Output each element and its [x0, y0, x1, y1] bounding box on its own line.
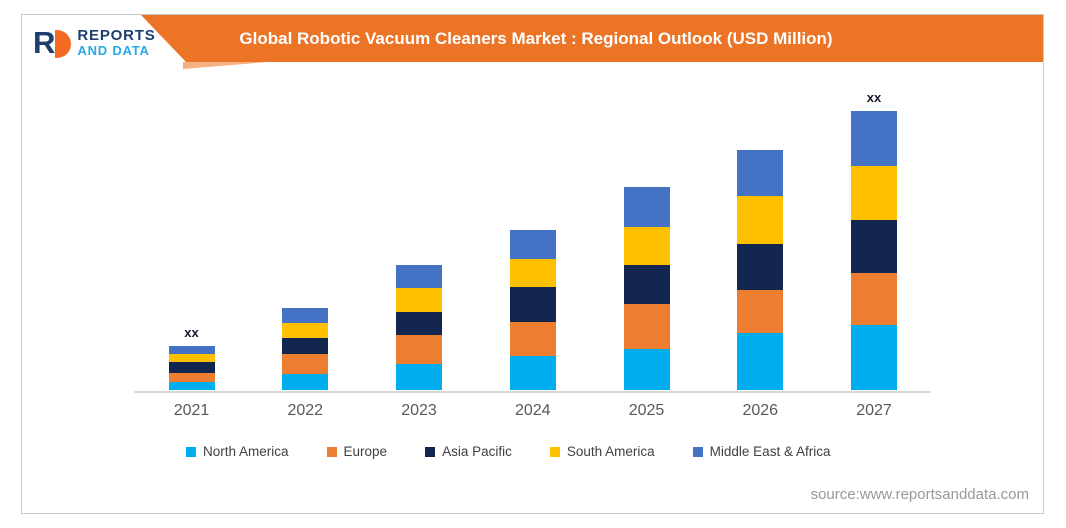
x-axis-line [134, 391, 931, 393]
bar-segment-south-america-2027 [851, 166, 897, 220]
bar-segment-south-america-2026 [737, 196, 784, 244]
legend-swatch-middle-east-africa [692, 446, 703, 457]
legend-swatch-europe [326, 446, 337, 457]
x-axis-tick-2023: 2023 [401, 402, 437, 419]
bar-segment-asia-pacific-2023 [396, 312, 442, 335]
banner-fold-decoration [183, 62, 268, 69]
bar-segment-europe-2021 [168, 373, 215, 382]
bar-segment-middle-east-africa-2023 [396, 265, 442, 288]
stacked-bar-2023 [396, 265, 442, 390]
legend-item-asia-pacific: Asia Pacific [425, 444, 512, 459]
chart-card: Global Robotic Vacuum Cleaners Market : … [21, 14, 1044, 514]
logo-wordmark: REPORTS AND DATA [77, 28, 155, 58]
bar-segment-middle-east-africa-2025 [623, 187, 670, 227]
bar-segment-south-america-2025 [623, 227, 670, 265]
stacked-bar-2027 [851, 111, 897, 390]
legend-item-south-america: South America [549, 444, 655, 459]
bar-segment-asia-pacific-2021 [168, 362, 215, 373]
bar-segment-middle-east-africa-2026 [737, 150, 784, 196]
bar-segment-middle-east-africa-2027 [851, 111, 897, 166]
bar-segment-north-america-2023 [396, 364, 442, 390]
bar-segment-north-america-2024 [509, 356, 556, 390]
chart-title: Global Robotic Vacuum Cleaners Market : … [239, 29, 833, 48]
bar-segment-europe-2027 [851, 273, 897, 325]
logo-monogram-r: R [33, 25, 55, 60]
bar-segment-north-america-2027 [851, 325, 897, 390]
bar-segment-asia-pacific-2024 [509, 287, 556, 322]
legend-item-europe: Europe [326, 444, 388, 459]
stacked-bar-2025 [623, 187, 670, 390]
bar-segment-north-america-2021 [168, 382, 215, 390]
legend-swatch-south-america [549, 446, 560, 457]
bar-segment-south-america-2023 [396, 288, 442, 312]
bar-segment-south-america-2024 [509, 259, 556, 287]
bar-segment-middle-east-africa-2022 [282, 308, 329, 323]
plot-area: xx 2021 2022 2023 2024 2025 2026 xx 2027 [22, 15, 1043, 513]
bar-segment-north-america-2025 [623, 349, 670, 390]
x-axis-tick-2024: 2024 [514, 402, 551, 419]
bar-segment-south-america-2022 [282, 323, 329, 338]
x-axis-tick-2021: 2021 [173, 402, 210, 419]
legend-item-middle-east-africa: Middle East & Africa [692, 444, 831, 459]
legend-label-south-america: South America [566, 444, 655, 459]
stacked-bar-2026 [737, 150, 784, 390]
bar-segment-asia-pacific-2025 [623, 265, 670, 304]
stacked-bar-2024 [509, 230, 556, 390]
legend: North America Europe Asia Pacific South Ame… [186, 444, 830, 459]
logo-line-reports: REPORTS [77, 27, 156, 44]
bar-segment-middle-east-africa-2021 [168, 346, 215, 354]
legend-label-asia-pacific: Asia Pacific [442, 444, 512, 459]
bar-segment-asia-pacific-2022 [282, 338, 329, 354]
bar-segment-europe-2026 [737, 290, 784, 333]
bar-segment-north-america-2022 [282, 374, 329, 390]
legend-swatch-north-america [186, 446, 196, 457]
title-banner [141, 15, 1043, 62]
logo-line-and-data: AND DATA [77, 43, 150, 58]
legend-label-north-america: North America [203, 444, 289, 459]
legend-item-north-america: North America [186, 444, 289, 459]
bar-segment-asia-pacific-2026 [737, 244, 784, 290]
bar-segment-north-america-2026 [737, 333, 784, 390]
bar-segment-south-america-2021 [168, 354, 215, 362]
x-axis-tick-2025: 2025 [628, 402, 665, 419]
bar-segment-middle-east-africa-2024 [509, 230, 556, 259]
legend-swatch-asia-pacific [425, 446, 436, 457]
x-axis-tick-2027: 2027 [856, 402, 892, 419]
bar-value-label-2021: xx [184, 325, 199, 340]
x-axis-tick-2022: 2022 [287, 402, 324, 419]
legend-label-middle-east-africa: Middle East & Africa [709, 444, 831, 459]
bar-segment-europe-2022 [282, 354, 329, 374]
bar-segment-europe-2025 [623, 304, 670, 349]
bar-segment-asia-pacific-2027 [851, 220, 897, 273]
bar-segment-europe-2024 [509, 322, 556, 356]
stacked-bar-2021 [168, 346, 215, 390]
x-axis-tick-2026: 2026 [742, 402, 779, 419]
bar-value-label-2027: xx [866, 90, 882, 105]
reports-and-data-logo: R REPORTS AND DATA [33, 25, 156, 60]
bar-segment-europe-2023 [396, 335, 442, 364]
logo-monogram-d-icon [55, 29, 72, 58]
stacked-bar-2022 [282, 308, 329, 390]
legend-label-europe: Europe [343, 444, 388, 459]
source-text: source:www.reportsanddata.com [810, 486, 1029, 503]
